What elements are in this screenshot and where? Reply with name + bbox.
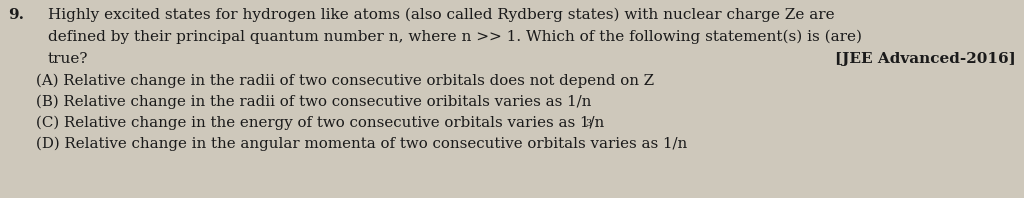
Text: Highly excited states for hydrogen like atoms (also called Rydberg states) with : Highly excited states for hydrogen like … (48, 8, 835, 22)
Text: [JEE Advanced-2016]: [JEE Advanced-2016] (836, 52, 1016, 66)
Text: (B) Relative change in the radii of two consecutive oribitals varies as 1/n: (B) Relative change in the radii of two … (36, 95, 592, 109)
Text: 9.: 9. (8, 8, 24, 22)
Text: (A) Relative change in the radii of two consecutive orbitals does not depend on : (A) Relative change in the radii of two … (36, 74, 654, 88)
Text: (D) Relative change in the angular momenta of two consecutive orbitals varies as: (D) Relative change in the angular momen… (36, 137, 687, 151)
Text: 3: 3 (585, 119, 591, 128)
Text: (C) Relative change in the energy of two consecutive orbitals varies as 1/n: (C) Relative change in the energy of two… (36, 116, 604, 130)
Text: defined by their principal quantum number n, where n >> 1. Which of the followin: defined by their principal quantum numbe… (48, 30, 862, 44)
Text: true?: true? (48, 52, 88, 66)
